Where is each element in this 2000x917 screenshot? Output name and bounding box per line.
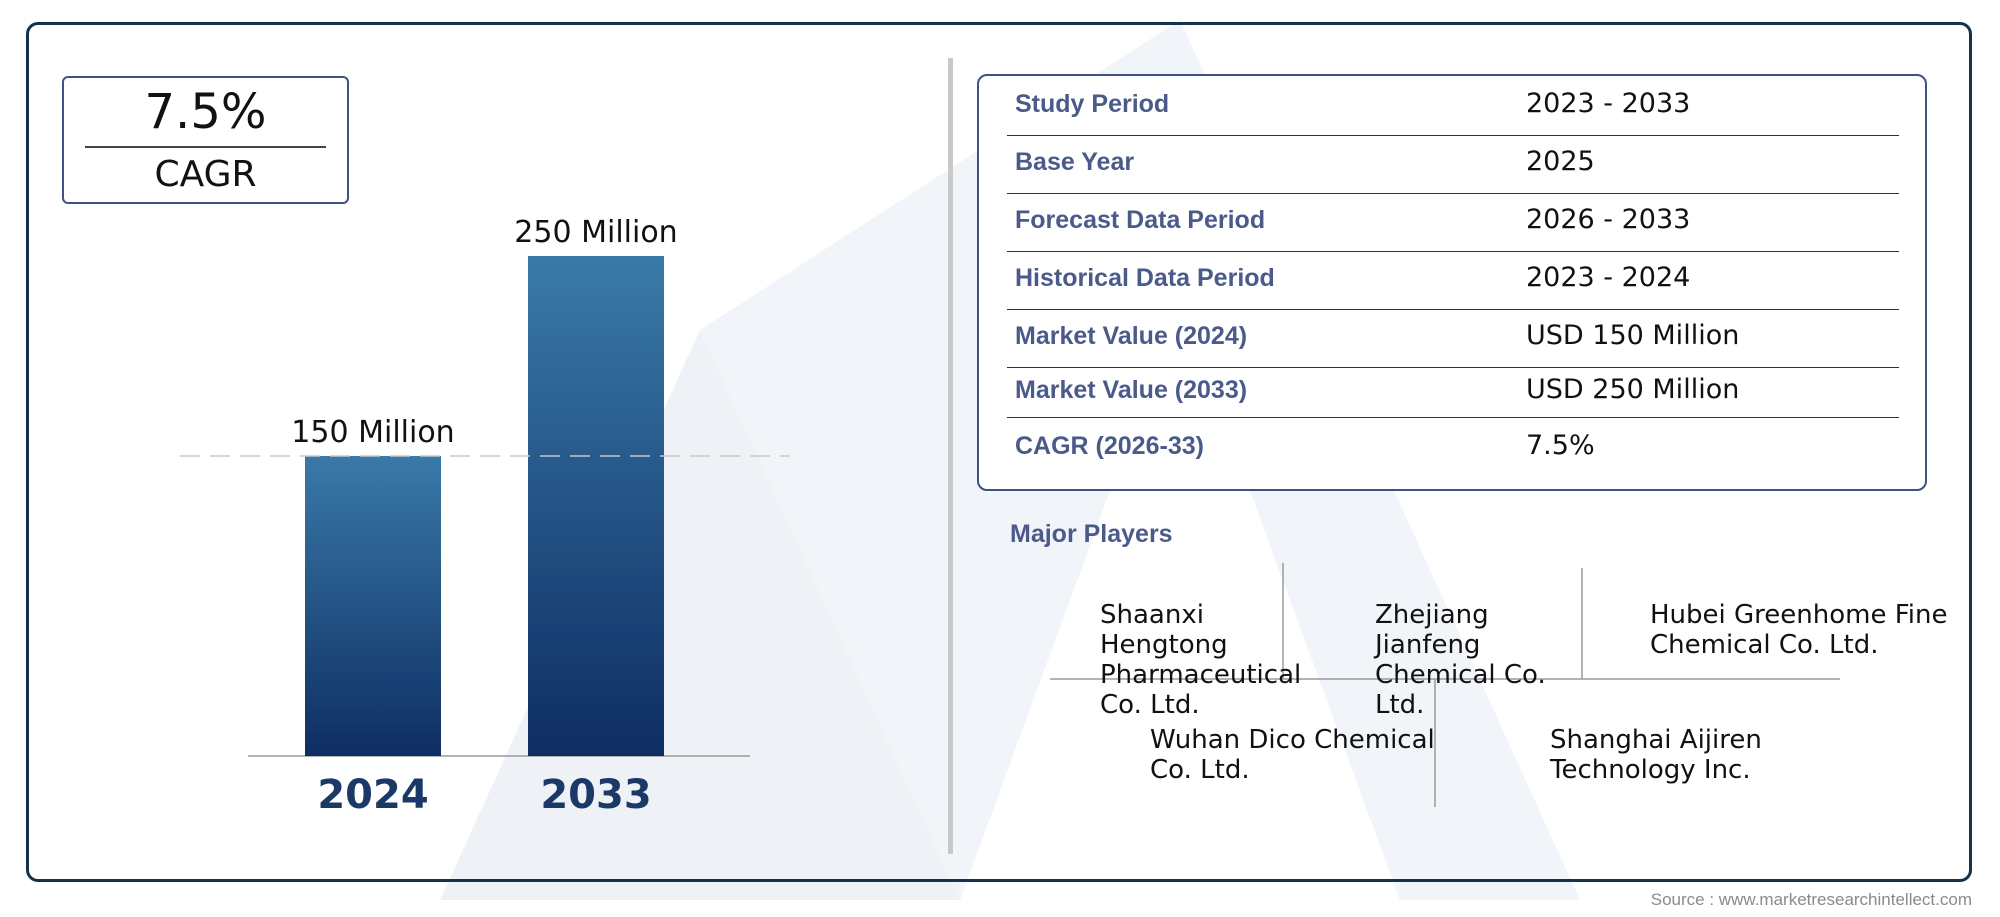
x-tick-label: 2033 <box>540 772 651 818</box>
bar-value-label: 250 Million <box>514 215 677 250</box>
info-row-value: 2025 <box>1526 146 1595 177</box>
player-shaanxi-hengtong: Shaanxi Hengtong Pharmaceutical Co. Ltd. <box>1100 600 1302 720</box>
info-row-value: 2026 - 2033 <box>1526 204 1691 235</box>
bar-2024 <box>305 456 441 756</box>
x-tick-label: 2024 <box>317 772 428 818</box>
info-row-value: USD 150 Million <box>1526 320 1740 351</box>
info-table-row: Forecast Data Period 2026 - 2033 <box>1007 193 1899 252</box>
info-row-value: 2023 - 2033 <box>1526 87 1691 119</box>
cagr-label: CAGR <box>154 154 257 195</box>
cagr-value: 7.5% <box>144 84 267 140</box>
bar-value-label: 150 Million <box>291 415 454 450</box>
panel-divider <box>948 58 953 854</box>
source-credit: Source : www.marketresearchintellect.com <box>1650 890 1972 909</box>
card-frame <box>26 22 1972 882</box>
info-table-row: Market Value (2024) USD 150 Million <box>1007 309 1899 368</box>
info-table-row: Base Year 2025 <box>1007 135 1899 194</box>
info-row-value: USD 250 Million <box>1526 374 1740 405</box>
info-row-label: CAGR (2026-33) <box>1015 432 1204 460</box>
info-row-label: Study Period <box>1015 89 1170 118</box>
info-row-label: Market Value (2024) <box>1015 322 1248 350</box>
info-row-label: Market Value (2033) <box>1015 376 1248 404</box>
info-row-label: Historical Data Period <box>1015 264 1275 292</box>
info-table-row: Market Value (2033) USD 250 Million <box>1007 367 1899 418</box>
info-table-row: Historical Data Period 2023 - 2024 <box>1007 251 1899 310</box>
info-row-value: 7.5% <box>1526 430 1595 461</box>
major-players-title: Major Players <box>1010 520 1173 548</box>
bar-chart: 150 Million 2024 250 Million 2033 <box>180 215 790 818</box>
cagr-badge: 7.5% CAGR <box>62 76 349 204</box>
cagr-divider <box>85 146 326 148</box>
info-row-label: Forecast Data Period <box>1015 206 1266 234</box>
player-shanghai-aijiren: Shanghai Aijiren Technology Inc. <box>1550 725 1762 785</box>
player-wuhan-dico: Wuhan Dico Chemical Co. Ltd. <box>1150 725 1435 785</box>
market-info-table: Study Period 2023 - 2033 Base Year 2025 Fore… <box>977 74 1927 491</box>
info-table-row: CAGR (2026-33) 7.5% <box>1007 417 1899 479</box>
bar-2033 <box>528 256 664 756</box>
info-table-row: Study Period 2023 - 2033 <box>1007 76 1899 136</box>
player-hubei-greenhome: Hubei Greenhome Fine Chemical Co. Ltd. <box>1650 600 1948 660</box>
player-zhejiang-jianfeng: Zhejiang Jianfeng Chemical Co. Ltd. <box>1375 600 1546 720</box>
info-row-value: 2023 - 2024 <box>1526 262 1691 293</box>
info-row-label: Base Year <box>1015 148 1135 176</box>
